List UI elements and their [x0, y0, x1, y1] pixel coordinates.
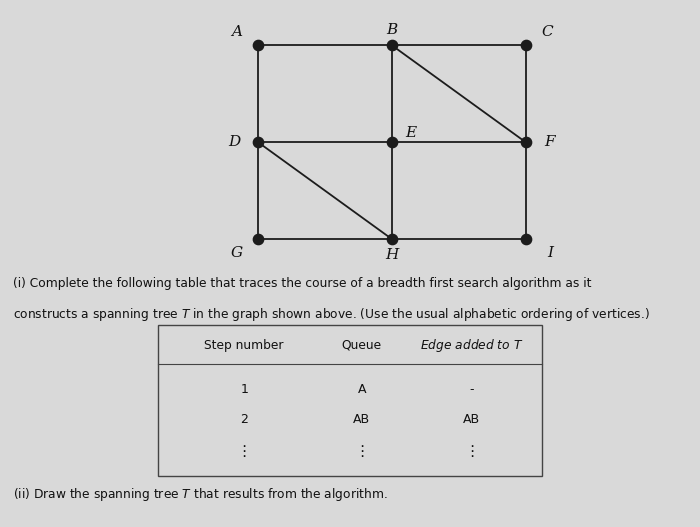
Point: [386, 235, 398, 243]
Text: (ii) Draw the spanning tree $T$ that results from the algorithm.: (ii) Draw the spanning tree $T$ that res…: [13, 486, 387, 503]
Text: 2: 2: [240, 413, 248, 426]
Text: E: E: [405, 125, 416, 140]
Text: ⋮: ⋮: [354, 444, 370, 458]
Point: [386, 41, 398, 50]
Text: (i) Complete the following table that traces the course of a breadth first searc: (i) Complete the following table that tr…: [13, 277, 591, 290]
Text: A: A: [231, 25, 242, 39]
Point: [386, 138, 398, 147]
Text: A: A: [358, 383, 366, 396]
Text: B: B: [386, 23, 398, 37]
Text: 1: 1: [240, 383, 248, 396]
Text: F: F: [545, 135, 555, 149]
Point: [253, 41, 264, 50]
Text: -: -: [469, 383, 474, 396]
Point: [253, 235, 264, 243]
Point: [520, 41, 531, 50]
Text: ⋮: ⋮: [237, 444, 252, 458]
Point: [520, 235, 531, 243]
Text: I: I: [547, 246, 553, 260]
Text: ⋮: ⋮: [464, 444, 479, 458]
Text: H: H: [386, 248, 398, 262]
Text: C: C: [541, 25, 553, 39]
Text: D: D: [228, 135, 240, 149]
Text: G: G: [231, 246, 243, 260]
Text: constructs a spanning tree $T$ in the graph shown above. (Use the usual alphabet: constructs a spanning tree $T$ in the gr…: [13, 306, 650, 323]
Text: AB: AB: [463, 413, 480, 426]
Point: [520, 138, 531, 147]
Text: Step number: Step number: [204, 339, 284, 352]
Text: Edge added to $T$: Edge added to $T$: [420, 337, 524, 354]
Text: Queue: Queue: [342, 339, 382, 352]
Point: [253, 138, 264, 147]
Text: AB: AB: [354, 413, 370, 426]
